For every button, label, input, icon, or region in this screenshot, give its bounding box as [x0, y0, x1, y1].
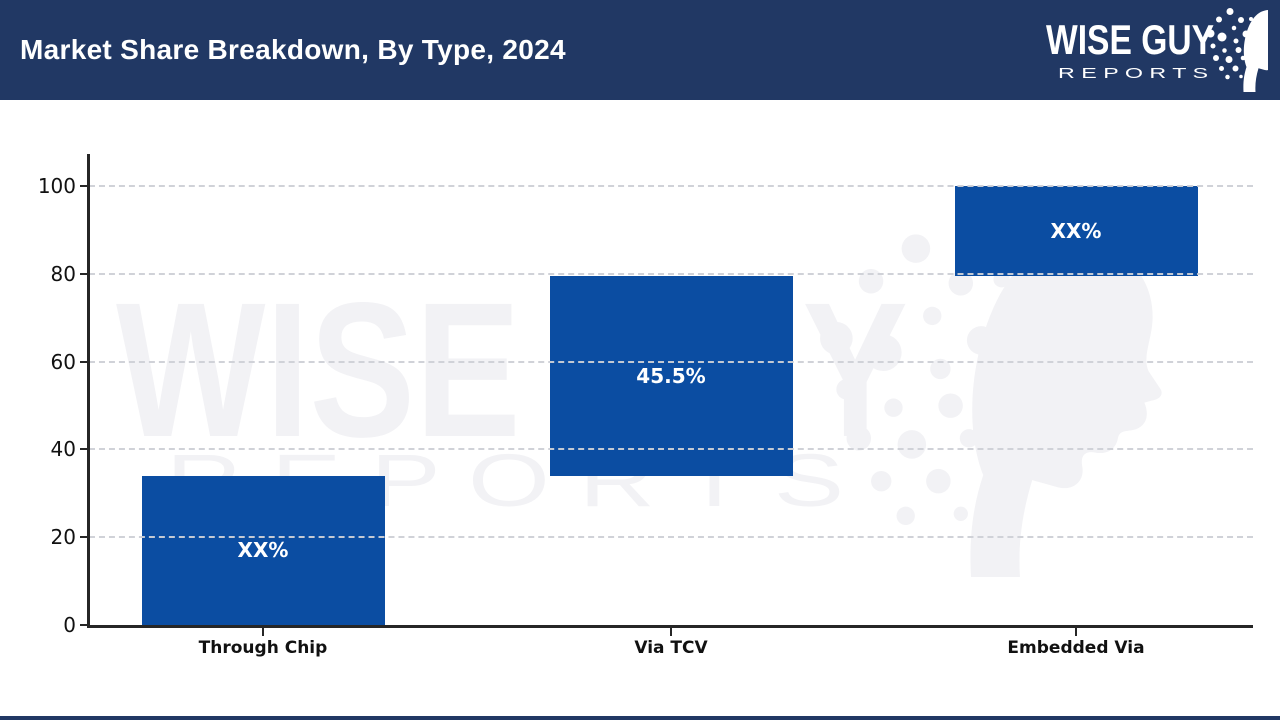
bar-value-label: XX%: [237, 538, 289, 563]
y-tick-label: 40: [50, 437, 76, 462]
x-tick: [670, 627, 672, 636]
y-axis-line: [87, 154, 90, 628]
bar-value-label: 45.5%: [636, 363, 706, 388]
y-tick: [80, 624, 89, 626]
x-tick: [262, 627, 264, 636]
bar-segment: XX%: [141, 475, 385, 625]
x-category-label: Via TCV: [634, 638, 708, 658]
bar-segment: 45.5%: [549, 275, 793, 476]
y-tick-label: 60: [50, 349, 76, 374]
y-tick-label: 0: [63, 613, 76, 637]
y-tick-label: 80: [50, 261, 76, 286]
bar-value-label: XX%: [1050, 218, 1102, 243]
y-tick: [80, 448, 89, 451]
footer-strip: [0, 716, 1280, 720]
bar-segment: XX%: [954, 186, 1198, 276]
page-title: Market Share Breakdown, By Type, 2024: [20, 34, 566, 65]
y-tick-label: 100: [37, 174, 76, 198]
wiseguy-logo: WISE GUY R E P O R T S: [1046, 8, 1268, 92]
y-tick: [80, 185, 89, 187]
logo-face-icon: [1206, 8, 1268, 92]
x-tick: [1075, 627, 1077, 636]
x-axis-line: [87, 625, 1253, 628]
logo-subtext: R E P O R T S: [1058, 65, 1208, 82]
x-category-label: Through Chip: [198, 638, 328, 658]
y-tick: [80, 360, 89, 363]
logo-wordmark: WISE GUY: [1046, 16, 1214, 63]
y-tick: [80, 536, 89, 539]
y-tick-label: 20: [50, 525, 76, 550]
chart-area: WISE GUY R E P O R T S XX% 45.5% XX% 0 20 40 6…: [0, 100, 1280, 716]
plot: XX% 45.5% XX% 0 20 40 60 80 100 Through Chip Via T…: [0, 100, 1280, 716]
y-tick: [80, 272, 89, 275]
x-category-label: Embedded Via: [1007, 638, 1145, 658]
header-banner: Market Share Breakdown, By Type, 2024 WI…: [0, 0, 1280, 100]
